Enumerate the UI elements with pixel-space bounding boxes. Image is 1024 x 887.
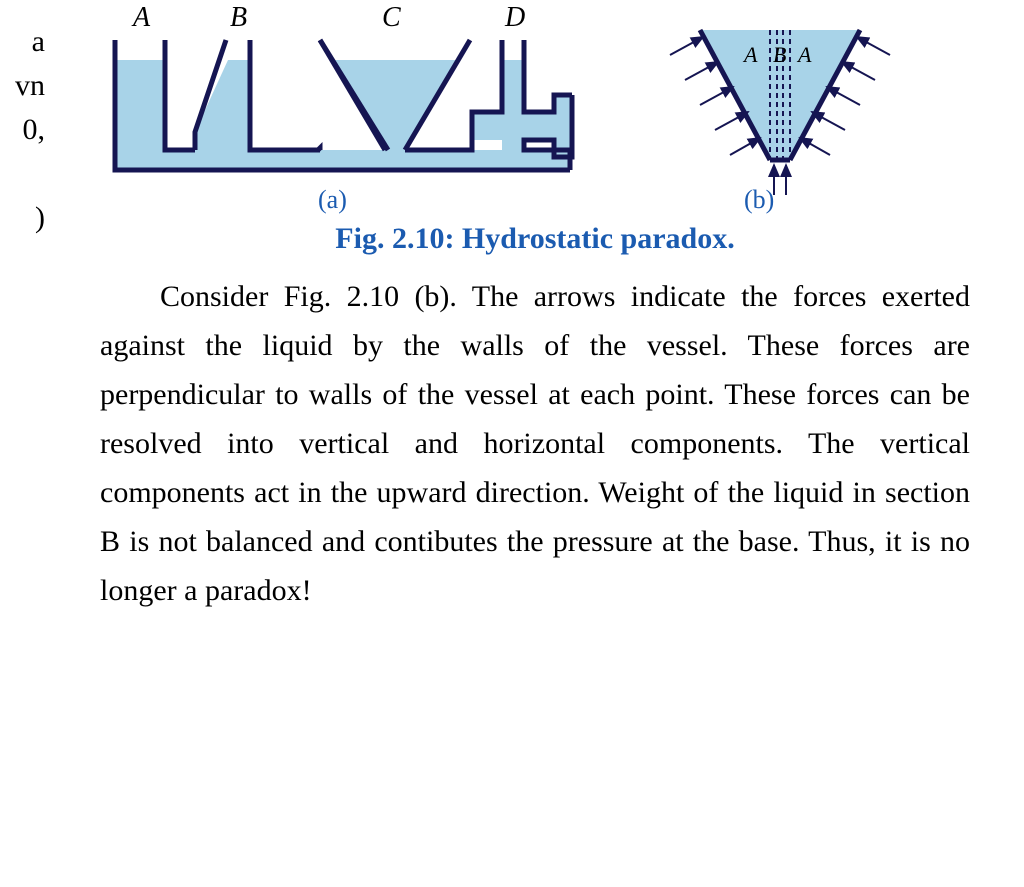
svg-text:A: A [796,42,812,67]
fragment-line2: vn [15,69,45,102]
vessel-label-b: B [230,2,247,33]
svg-text:A: A [742,42,758,67]
page-root: a vn 0, ) [0,0,1024,887]
fragment-line4: ) [35,201,45,234]
figure-caption: Fig. 2.10: Hydrostatic paradox. [100,222,970,256]
fragment-line1: a [32,25,45,58]
vessel-label-d: D [504,2,525,33]
subfig-a-label: (a) [318,185,347,215]
body-paragraph-text: Consider Fig. 2.10 (b). The arrows indic… [100,280,970,607]
fragment-line3: 0, [23,113,46,146]
body-paragraph: Consider Fig. 2.10 (b). The arrows indic… [100,272,970,615]
vessel-label-c: C [382,2,401,33]
subfigure-b-svg: A B A [640,0,920,200]
vessel-label-a: A [131,2,151,33]
figure-2-10: A B C D [100,0,970,245]
subfig-b-label: (b) [744,185,774,215]
left-margin-fragment: a vn 0, ) [0,20,45,240]
svg-text:B: B [773,42,786,67]
subfigure-a-svg: A B C D [100,0,600,200]
